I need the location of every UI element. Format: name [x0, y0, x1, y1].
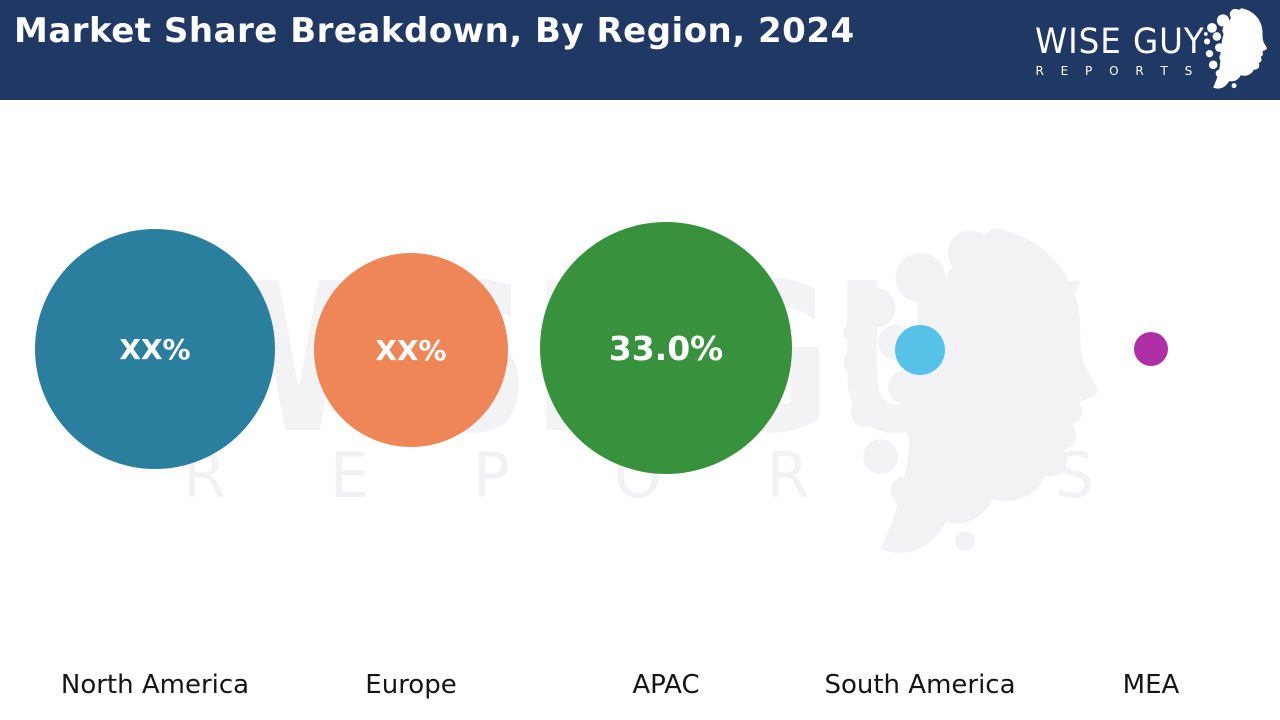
- bubble-value-label-europe: XX%: [375, 333, 447, 367]
- watermark-head-icon: [843, 227, 1098, 554]
- logo-wordmark: WISE GUY: [1035, 22, 1206, 62]
- category-label-apac: APAC: [632, 670, 700, 700]
- bubble-mea: [1134, 332, 1168, 366]
- bubble-south-america: [895, 325, 945, 375]
- bubble-europe: XX%: [314, 253, 508, 447]
- category-label-south-america: South America: [824, 670, 1016, 700]
- page-title: Market Share Breakdown, By Region, 2024: [14, 11, 855, 51]
- logo-head-icon: [1203, 8, 1267, 89]
- bubble-value-label-apac: 33.0%: [608, 328, 724, 368]
- header-bar: Market Share Breakdown, By Region, 2024 …: [0, 0, 1280, 100]
- brand-logo: WISE GUY R E P O R T S: [1035, 4, 1276, 96]
- bubble-north-america: XX%: [35, 229, 275, 469]
- category-label-mea: MEA: [1122, 670, 1180, 700]
- bubble-value-label-north-america: XX%: [119, 332, 191, 366]
- logo-text-block: WISE GUY R E P O R T S: [1035, 22, 1218, 78]
- logo-subtitle: R E P O R T S: [1035, 64, 1199, 78]
- category-label-europe: Europe: [365, 670, 457, 700]
- bubble-chart-area: WISE GUY R E P O R T S XX%XX%33.0% North…: [0, 100, 1280, 720]
- category-label-north-america: North America: [60, 670, 250, 700]
- bubble-apac: 33.0%: [540, 222, 792, 474]
